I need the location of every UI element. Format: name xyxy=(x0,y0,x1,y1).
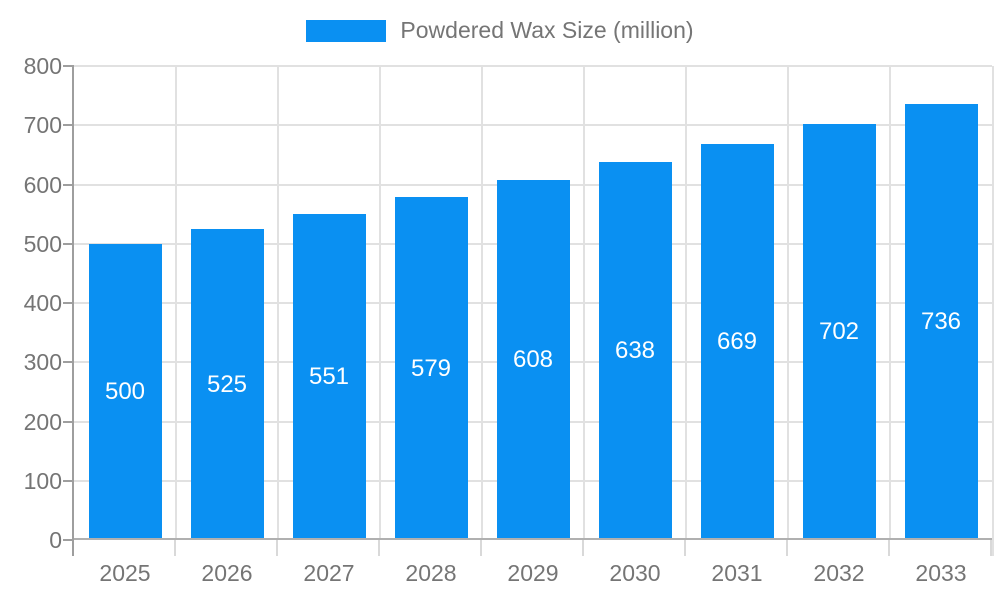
bar xyxy=(598,162,672,540)
x-axis-label: 2033 xyxy=(915,560,967,586)
x-axis-line xyxy=(74,538,994,540)
y-axis-tick xyxy=(63,361,74,364)
bar xyxy=(190,228,264,540)
y-axis-tick xyxy=(63,65,74,67)
bar xyxy=(88,243,162,540)
y-axis-label: 600 xyxy=(23,171,62,198)
y-axis-label: 700 xyxy=(23,112,62,139)
gridline-vertical xyxy=(379,66,381,540)
bar-value-label: 525 xyxy=(206,370,248,398)
gridline-horizontal xyxy=(74,124,992,127)
gridline-vertical xyxy=(685,66,687,540)
y-axis-label: 100 xyxy=(23,467,62,494)
x-axis-label: 2026 xyxy=(201,560,253,586)
x-axis-tick xyxy=(990,540,992,556)
bar xyxy=(394,196,468,540)
y-axis-tick xyxy=(63,124,74,127)
x-axis-label: 2030 xyxy=(609,560,661,586)
x-axis-tick xyxy=(174,540,176,556)
gridline-vertical xyxy=(787,66,789,540)
gridline-vertical xyxy=(481,66,483,540)
y-axis-label: 400 xyxy=(23,290,62,316)
bar-value-label: 669 xyxy=(716,327,758,355)
y-axis-label: 0 xyxy=(49,527,62,553)
x-axis-tick xyxy=(276,540,278,556)
x-axis-tick xyxy=(888,540,890,556)
x-axis-label: 2031 xyxy=(711,560,763,586)
x-axis-label: 2025 xyxy=(99,560,151,586)
bar xyxy=(904,103,978,540)
y-axis-label: 500 xyxy=(23,230,62,257)
bar xyxy=(700,143,774,540)
x-axis-tick xyxy=(378,540,380,556)
x-axis-label: 2032 xyxy=(813,560,865,586)
y-axis-line xyxy=(72,66,74,556)
y-axis-tick xyxy=(63,479,74,482)
gridline-vertical xyxy=(583,66,585,540)
legend-swatch xyxy=(306,19,387,42)
y-axis-tick xyxy=(63,302,74,304)
x-axis-tick xyxy=(582,540,584,556)
y-axis-tick xyxy=(63,183,74,186)
gridline-vertical xyxy=(889,66,891,540)
bar-value-label: 579 xyxy=(410,354,452,382)
x-axis-tick xyxy=(786,540,788,556)
y-axis-label: 300 xyxy=(23,349,62,376)
y-axis-tick xyxy=(63,242,74,245)
bar-value-label: 638 xyxy=(614,337,656,364)
bar-value-label: 551 xyxy=(308,362,350,390)
x-axis-tick xyxy=(480,540,482,556)
x-axis-label: 2029 xyxy=(507,560,559,586)
bar xyxy=(292,213,366,540)
gridline-vertical xyxy=(277,66,279,540)
x-axis-label: 2028 xyxy=(405,560,457,586)
plot-area: 500 525 551 579 608 638 669 702 736 xyxy=(74,65,992,540)
bar-value-label: 500 xyxy=(104,377,146,405)
bar xyxy=(802,124,876,540)
legend-label: Powdered Wax Size (million) xyxy=(400,17,694,43)
y-axis-label: 800 xyxy=(23,53,62,79)
y-axis-label: 200 xyxy=(23,408,62,435)
bar-value-label: 608 xyxy=(512,345,554,373)
y-axis-tick xyxy=(63,420,74,423)
x-axis-tick xyxy=(684,540,686,556)
y-axis-tick xyxy=(63,539,74,541)
bar xyxy=(496,179,570,540)
plot-right-border xyxy=(992,66,994,556)
gridline-vertical xyxy=(175,66,177,540)
gridline-horizontal xyxy=(74,65,992,67)
bar-value-label: 736 xyxy=(920,308,962,335)
x-axis-label: 2027 xyxy=(303,560,355,586)
bar-value-label: 702 xyxy=(818,318,860,345)
legend: Powdered Wax Size (million) xyxy=(0,17,1000,44)
